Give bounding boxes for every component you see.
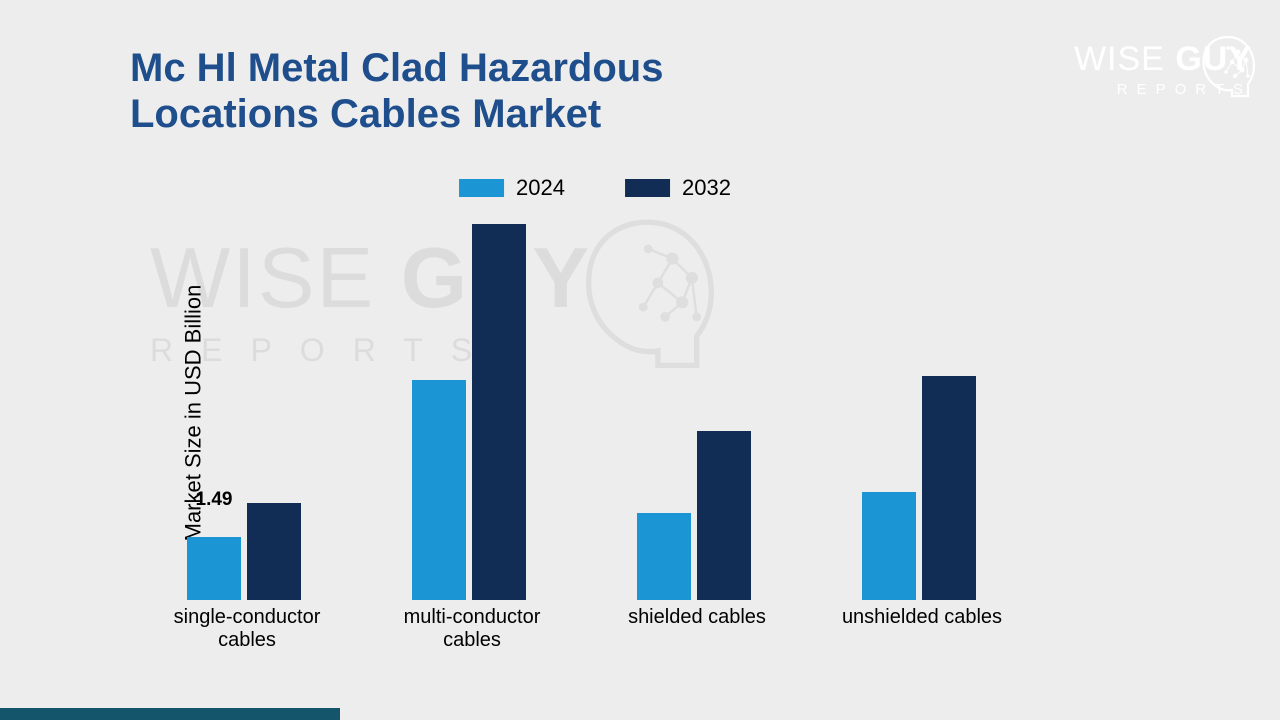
chart-title: Mc Hl Metal Clad Hazardous Locations Cab…	[130, 45, 770, 137]
bar-2024	[187, 537, 241, 600]
logo-text-main: WISE	[1074, 40, 1165, 78]
plot-area: 1.49single-conductor cablesmulti-conduct…	[152, 220, 1052, 600]
logo-head-icon	[1188, 32, 1258, 102]
bar-value-label: 1.49	[196, 489, 233, 513]
brand-logo: WISE GUY REPORTS	[1074, 40, 1252, 98]
bar-2032	[472, 224, 526, 600]
bar-2024	[412, 380, 466, 600]
bar-2032	[697, 431, 751, 600]
category-label: single-conductor cables	[147, 606, 347, 652]
legend-item-2024: 2024	[459, 175, 565, 201]
legend-swatch-2032	[625, 179, 670, 197]
bar-2032	[922, 376, 976, 600]
category-label: multi-conductor cables	[372, 606, 572, 652]
category-label: shielded cables	[597, 606, 797, 629]
bar-2024	[637, 513, 691, 600]
bottom-accent-bar	[0, 708, 340, 720]
legend-label-2032: 2032	[682, 175, 731, 201]
bar-2024	[862, 492, 916, 600]
bar-2032	[247, 503, 301, 600]
legend: 2024 2032	[459, 175, 731, 201]
chart-canvas: WISE GUY REPORTS WISE GUY REPORTS Mc Hl …	[0, 0, 1280, 720]
category-label: unshielded cables	[822, 606, 1022, 629]
legend-swatch-2024	[459, 179, 504, 197]
legend-label-2024: 2024	[516, 175, 565, 201]
legend-item-2032: 2032	[625, 175, 731, 201]
chart-area: Market Size in USD Billion 2024 2032 1.4…	[120, 175, 1070, 650]
